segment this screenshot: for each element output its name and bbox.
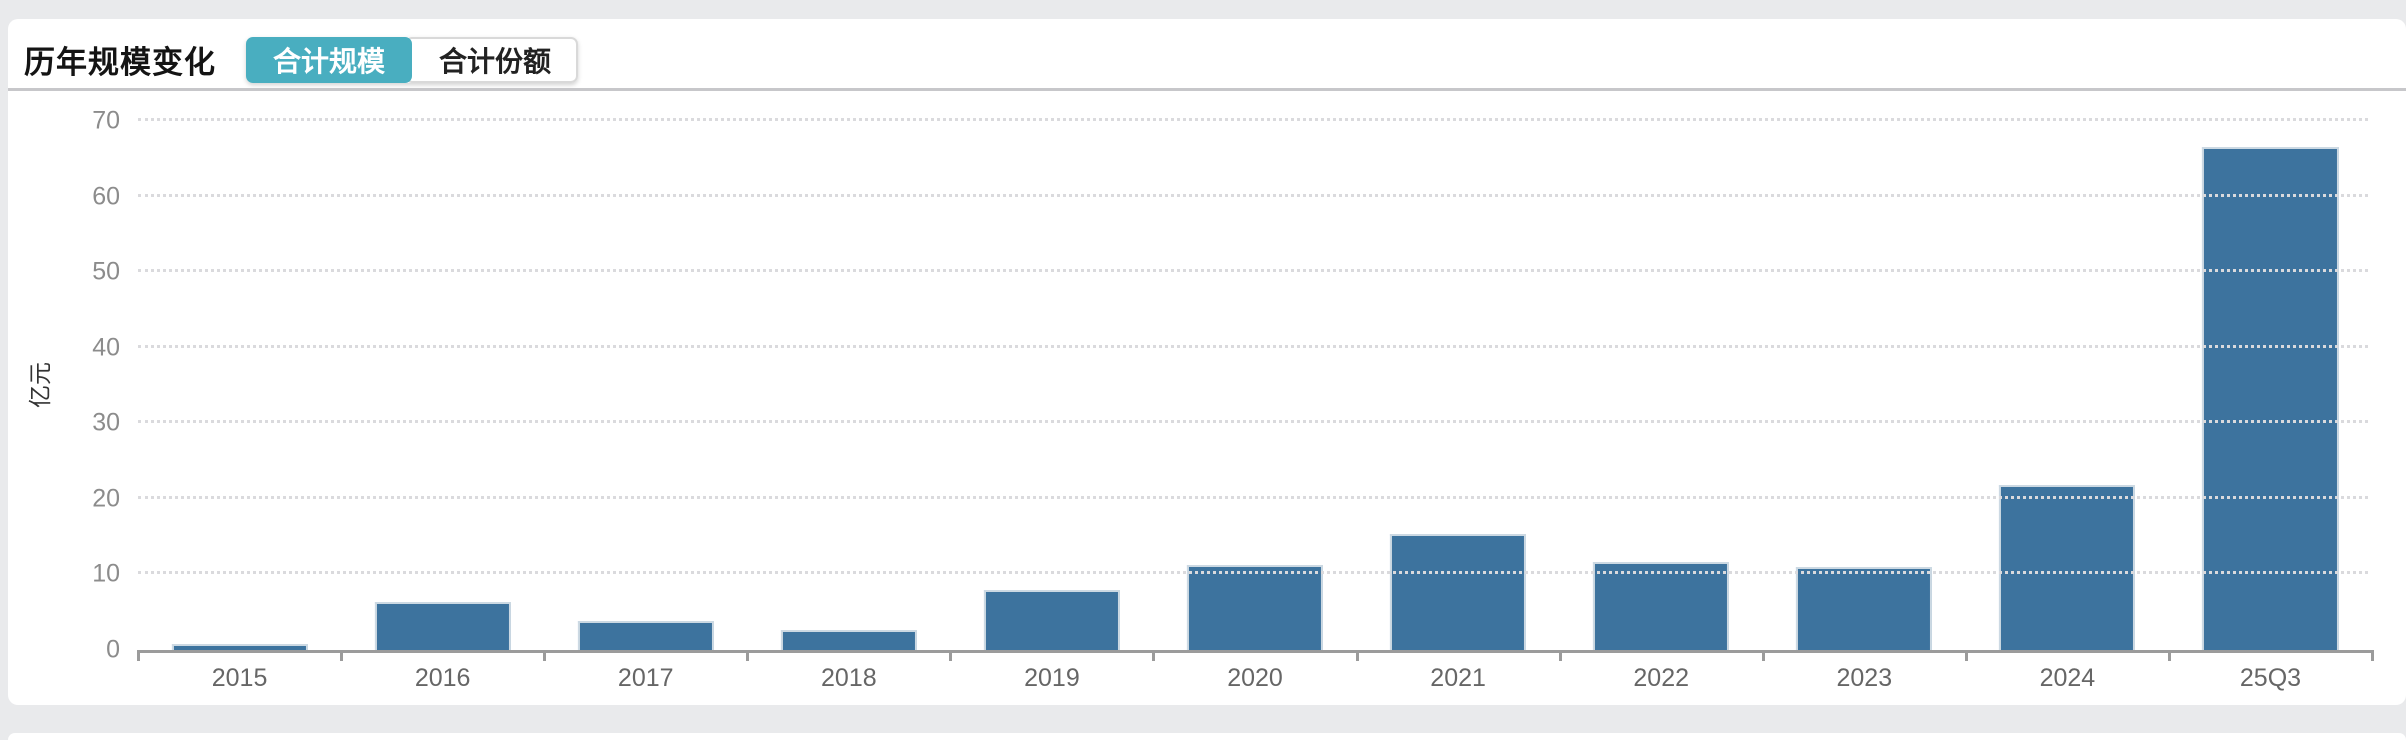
gridline-70 [138,118,2368,121]
x-axis-label: 2021 [1430,664,1486,692]
gridline-60 [138,193,2368,197]
gridline-20 [138,495,2368,499]
y-axis-title: 亿元 [27,362,53,408]
bar-2017[interactable] [577,620,714,650]
bar-column-2021: 2021 [1357,121,1560,692]
x-axis-tick [543,650,547,661]
x-axis-tick [2167,650,2171,661]
bar-column-2015: 2015 [138,121,341,692]
gridline-50 [138,269,2368,273]
bar-columns: 2015 2016 2017 2018 2019 2020 2021 2022 2023 2024… [138,121,2372,692]
x-axis-tick [949,650,953,661]
y-axis-tick-label: 40 [92,333,120,362]
bar-2016[interactable] [374,602,511,650]
gridline-10 [138,571,2368,575]
bar-2020[interactable] [1186,565,1324,650]
x-axis-tick [1152,650,1156,661]
x-axis-tick [1964,650,1968,661]
toggle-total-share-button[interactable]: 合计份额 [405,36,579,83]
bar-2021[interactable] [1390,534,1527,650]
x-axis-label: 2018 [821,664,877,692]
bar-column-2024: 2024 [1966,121,2169,692]
bar-column-2020: 2020 [1153,121,1356,692]
x-axis-tick [1761,650,1765,661]
toggle-total-scale-button[interactable]: 合计规模 [246,36,413,83]
bar-25Q3[interactable] [2202,147,2339,650]
page-title: 历年规模变化 [24,45,216,80]
x-axis-tick [1355,650,1359,661]
x-axis-label: 2015 [211,664,268,692]
x-axis-label: 2023 [1836,664,1893,692]
y-axis-tick-label: 20 [92,484,120,513]
x-axis-label: 25Q3 [2239,664,2302,692]
x-axis-tick [340,650,344,661]
bar-2024[interactable] [1999,485,2136,650]
bar-2023[interactable] [1796,566,1933,650]
bar-column-25Q3: 25Q3 [2169,121,2372,692]
y-axis-tick-label: 10 [92,559,120,588]
x-axis-tick [746,650,750,661]
bar-column-2019: 2019 [950,121,1153,692]
x-axis-tick [1558,650,1562,661]
gridline-30 [138,420,2368,424]
y-axis-tick-label: 50 [92,257,120,286]
x-axis-label: 2024 [2039,664,2096,692]
x-axis-label: 2022 [1633,664,1690,692]
bar-2015[interactable] [171,643,308,650]
bar-column-2023: 2023 [1763,121,1966,692]
bar-2018[interactable] [780,629,917,650]
bar-column-2018: 2018 [747,121,950,692]
series-toggle-group: 合计规模 合计份额 [246,36,579,83]
gridline-40 [138,344,2368,348]
y-axis-tick-label: 30 [92,408,120,437]
bar-2022[interactable] [1593,561,1730,650]
x-axis-label: 2019 [1024,664,1080,692]
next-card-top-edge [8,733,2406,740]
x-axis-line [138,650,2374,653]
x-axis-label: 2016 [414,664,471,692]
x-axis-tick [137,650,140,661]
bar-column-2017: 2017 [544,121,747,692]
plot-area: 2015 2016 2017 2018 2019 2020 2021 2022 2023 2024… [92,107,2374,692]
chart-card: 历年规模变化 合计规模 合计份额 亿元 2015 2016 2017 2018 2019… [8,19,2406,705]
x-axis-tick [2371,650,2374,661]
y-axis-tick-label: 0 [106,635,120,664]
bar-column-2016: 2016 [341,121,544,692]
header-divider [8,88,2406,91]
bar-2019[interactable] [983,589,1120,650]
bar-column-2022: 2022 [1560,121,1763,692]
x-axis-label: 2017 [617,664,674,692]
y-axis-tick-label: 60 [92,182,120,211]
y-axis-tick-label: 70 [92,106,120,135]
chart-header: 历年规模变化 合计规模 合计份额 [24,19,2406,88]
x-axis-label: 2020 [1227,664,1283,692]
